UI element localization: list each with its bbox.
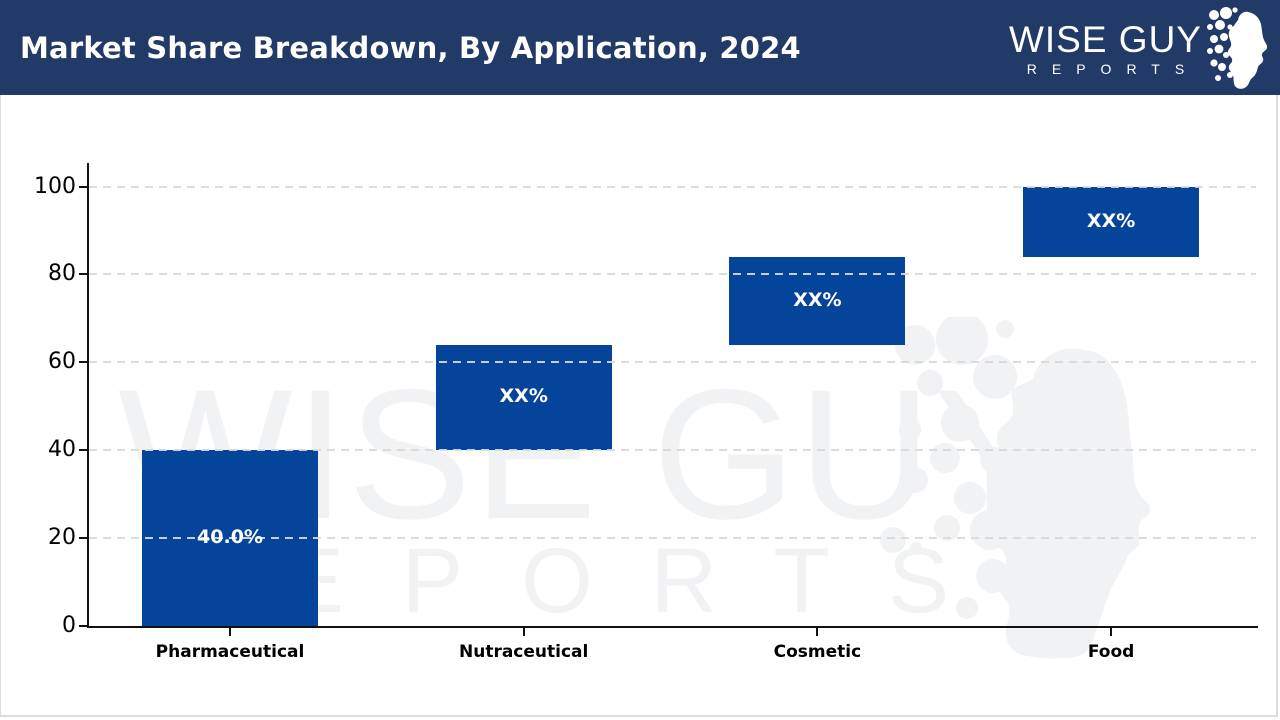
y-tick-mark bbox=[79, 361, 88, 364]
y-tick-mark bbox=[79, 185, 88, 188]
x-tick-mark bbox=[522, 628, 525, 636]
y-tick-mark bbox=[79, 449, 88, 452]
gridline bbox=[89, 273, 1256, 276]
y-tick-label: 80 bbox=[48, 261, 76, 287]
y-tick-mark bbox=[79, 273, 88, 276]
x-category-label: Nutraceutical bbox=[459, 642, 589, 662]
bar-value-label: XX% bbox=[793, 288, 842, 311]
x-tick-mark bbox=[1110, 628, 1113, 636]
y-tick-label: 40 bbox=[48, 437, 76, 463]
gridline bbox=[89, 449, 1256, 452]
y-tick-mark bbox=[79, 625, 88, 627]
gridline bbox=[89, 361, 1256, 364]
logo-wordmark: WISE GUY bbox=[1008, 18, 1202, 60]
y-tick-label: 20 bbox=[48, 525, 76, 551]
x-category-label: Food bbox=[1087, 642, 1135, 662]
x-axis-spine bbox=[87, 626, 1258, 628]
bar-value-label: XX% bbox=[1086, 209, 1136, 232]
y-tick-mark bbox=[79, 537, 88, 540]
chart-title: Market Share Breakdown, By Application, … bbox=[20, 30, 801, 65]
y-tick-label: 100 bbox=[34, 173, 76, 199]
gridline bbox=[89, 185, 1256, 188]
watermark-head-profile-icon bbox=[880, 317, 1151, 659]
gridline bbox=[89, 537, 1256, 540]
bar-value-label: XX% bbox=[499, 385, 548, 408]
chart-area: WISE GUY REPORTS 0 20 40 60 80 100 40.0% Pharma… bbox=[0, 95, 1280, 720]
logo-head-profile-icon bbox=[1207, 7, 1268, 89]
x-tick-mark bbox=[816, 628, 819, 636]
bar-food bbox=[1023, 186, 1200, 257]
bar-value-label: 40.0% bbox=[197, 526, 263, 549]
x-category-label: Pharmaceutical bbox=[155, 642, 305, 662]
logo-text: WISE GUY REPORTS bbox=[1009, 21, 1202, 76]
wise-guy-reports-logo: WISE GUY REPORTS bbox=[1009, 6, 1268, 90]
y-tick-label: 0 bbox=[62, 613, 76, 638]
bar-cosmetic bbox=[729, 256, 906, 345]
x-category-label: Cosmetic bbox=[773, 642, 862, 662]
logo-subtitle: REPORTS bbox=[1026, 60, 1200, 77]
header-bar: Market Share Breakdown, By Application, … bbox=[0, 0, 1280, 95]
y-tick-label: 60 bbox=[48, 349, 76, 375]
x-tick-mark bbox=[229, 628, 231, 636]
y-axis-spine bbox=[87, 163, 89, 628]
